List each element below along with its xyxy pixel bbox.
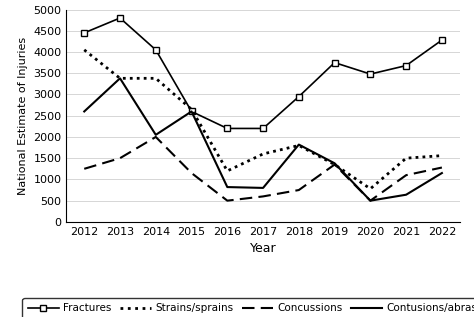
- Y-axis label: National Estimate of Injuries: National Estimate of Injuries: [18, 37, 28, 195]
- X-axis label: Year: Year: [250, 242, 276, 255]
- Legend: Fractures, Strains/sprains, Concussions, Contusions/abrasions: Fractures, Strains/sprains, Concussions,…: [22, 298, 474, 317]
